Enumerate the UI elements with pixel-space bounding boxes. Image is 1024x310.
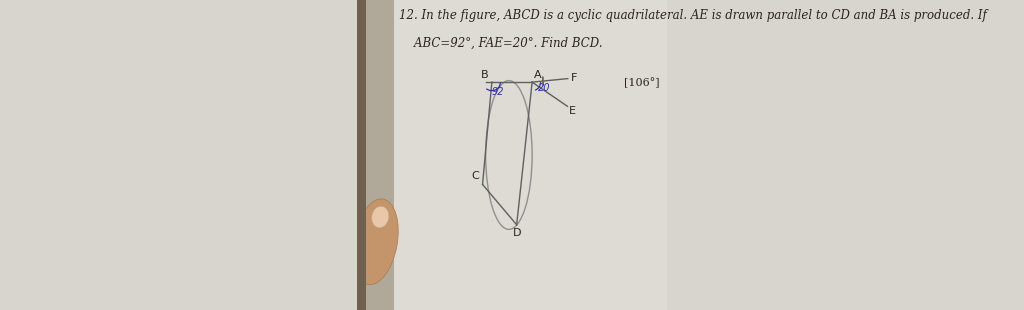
Text: C: C bbox=[471, 171, 479, 181]
FancyBboxPatch shape bbox=[357, 0, 367, 310]
Text: B: B bbox=[480, 70, 488, 80]
Text: 92: 92 bbox=[492, 87, 504, 97]
Text: 12. In the figure, ABCD is a cyclic quadrilateral. AE is drawn parallel to CD an: 12. In the figure, ABCD is a cyclic quad… bbox=[399, 9, 987, 22]
Ellipse shape bbox=[353, 199, 398, 285]
Text: A: A bbox=[534, 70, 542, 80]
Text: F: F bbox=[570, 73, 577, 83]
Ellipse shape bbox=[372, 206, 389, 228]
Text: 20: 20 bbox=[538, 83, 550, 93]
FancyBboxPatch shape bbox=[394, 0, 667, 310]
Text: D: D bbox=[512, 228, 521, 238]
Text: ABC=92°, FAE=20°. Find BCD.: ABC=92°, FAE=20°. Find BCD. bbox=[399, 37, 602, 50]
Text: E: E bbox=[569, 106, 577, 116]
Text: [106°]: [106°] bbox=[624, 78, 659, 88]
FancyBboxPatch shape bbox=[357, 0, 394, 310]
